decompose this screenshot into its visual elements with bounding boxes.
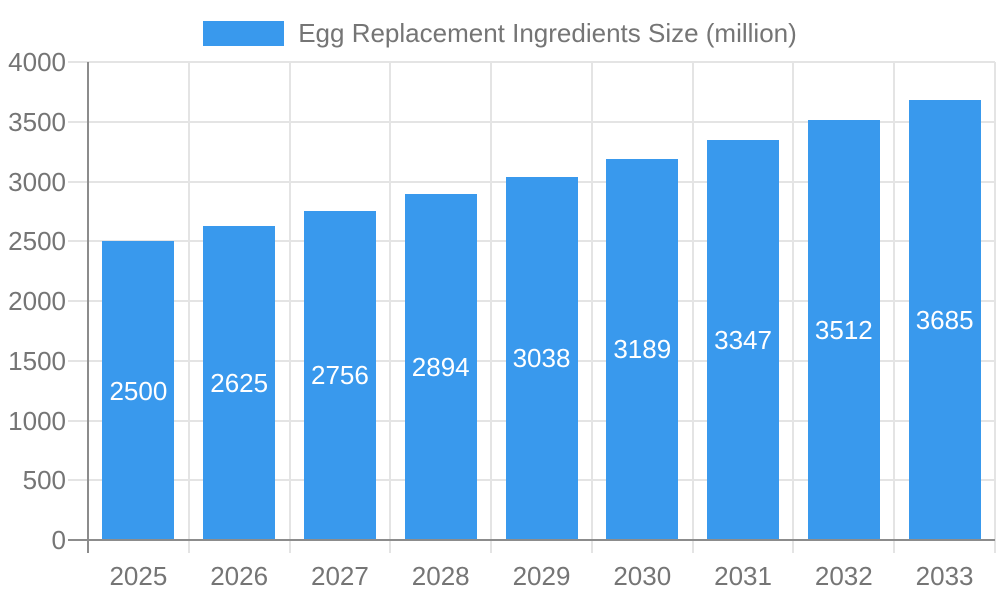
x-tick-label: 2028 [411,561,470,591]
gridline-horizontal [68,61,995,63]
bar-2028[interactable]: 2894 [404,194,477,540]
bar-value-label: 3512 [814,315,873,346]
bar-2031[interactable]: 3347 [707,140,780,540]
x-tick-label: 2025 [109,561,168,591]
y-axis-line [87,62,89,553]
legend-label: Egg Replacement Ingredients Size (millio… [298,18,797,48]
bar-2026[interactable]: 2625 [203,226,276,540]
y-tick-label: 1500 [8,345,66,376]
x-tick-label: 2031 [714,561,772,591]
y-tick-label: 0 [51,525,66,555]
x-tick-label: 2029 [512,561,571,591]
y-tick-label: 3000 [8,166,66,197]
bar-2025[interactable]: 2500 [102,241,175,540]
gridline-vertical [288,62,291,553]
bar-value-label: 2500 [109,375,168,406]
x-tick-label: 2032 [814,561,873,591]
gridline-vertical [389,62,392,553]
bar-value-label: 3189 [613,334,672,365]
y-tick-label: 2000 [8,286,66,316]
gridline-vertical [87,62,89,553]
x-tick-label: 2033 [915,561,974,591]
gridline-vertical [187,62,190,553]
gridline-vertical [590,62,593,553]
bar-2029[interactable]: 3038 [505,176,578,540]
y-tick-label: 3500 [8,106,66,137]
y-tick-label: 500 [22,465,66,496]
legend[interactable]: Egg Replacement Ingredients Size (millio… [0,18,1000,49]
bar-value-label: 3347 [714,325,772,355]
bar-2032[interactable]: 3512 [807,120,880,540]
y-tick-label: 4000 [8,47,66,77]
legend-swatch-icon [203,21,285,46]
gridline-vertical [792,62,795,553]
x-tick-label: 2030 [613,561,672,591]
x-tick-label: 2026 [210,561,269,591]
gridline-vertical [691,62,694,553]
gridline-vertical [994,62,996,553]
bar-value-label: 2756 [311,360,369,391]
bar-2030[interactable]: 3189 [606,158,679,540]
bar-value-label: 3038 [512,343,571,374]
bar-value-label: 2625 [210,368,269,399]
gridline-vertical [893,62,896,553]
bar-2033[interactable]: 3685 [908,99,981,540]
bar-value-label: 2894 [411,352,470,383]
gridline-vertical [490,62,493,553]
y-tick-label: 1000 [8,405,66,436]
y-tick-label: 2500 [8,226,66,257]
bar-value-label: 3685 [915,304,974,335]
plot-area: 0 500 1000 1500 2000 2500 3000 3500 4000 2500 2025… [8,47,996,591]
bar-2027[interactable]: 2756 [303,210,376,540]
x-tick-label: 2027 [311,561,369,591]
